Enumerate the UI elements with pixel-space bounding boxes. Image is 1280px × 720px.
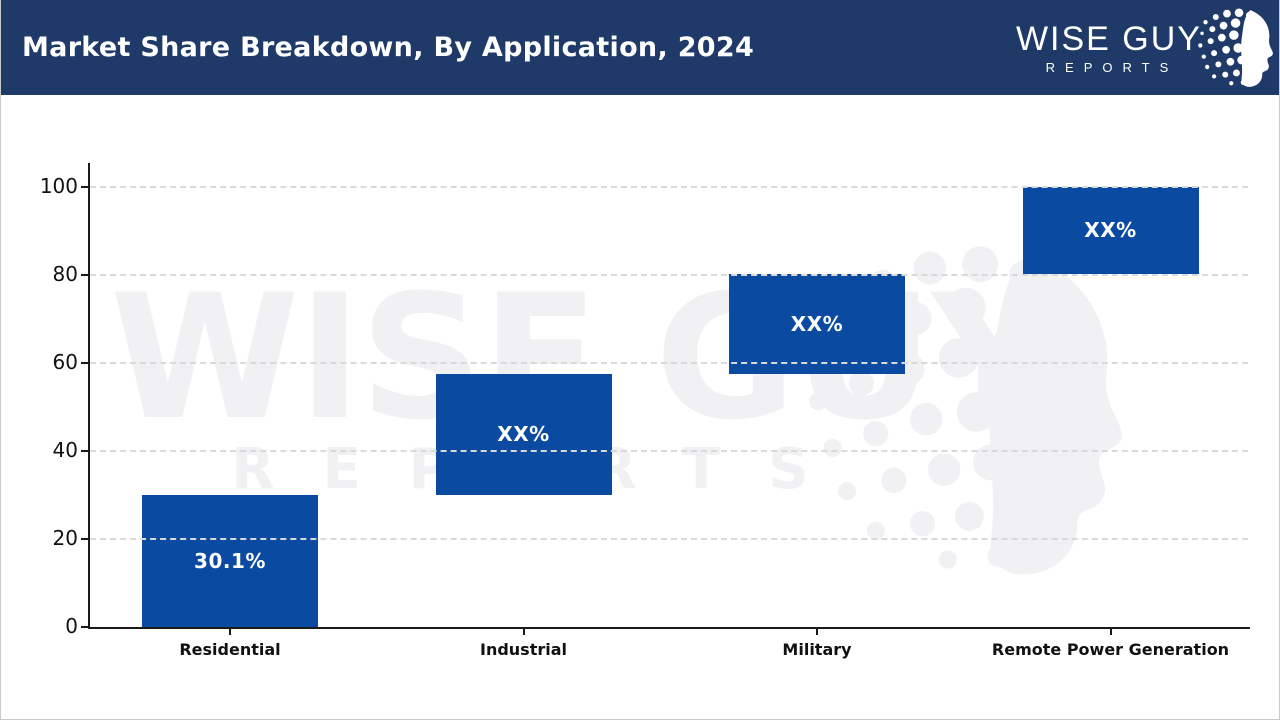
gridline xyxy=(90,186,1248,188)
y-tick-label: 80 xyxy=(52,262,78,286)
gridline xyxy=(90,274,1248,276)
brand-logo: WISE GUY REPORTS xyxy=(1016,5,1276,91)
brand-logo-text: WISE GUY REPORTS xyxy=(1016,22,1202,75)
y-tick-mark xyxy=(81,450,88,452)
y-tick-label: 60 xyxy=(52,350,78,374)
bar-value-label: XX% xyxy=(790,311,844,336)
gridline xyxy=(90,538,1248,540)
y-tick-mark xyxy=(81,626,88,628)
y-tick-label: 0 xyxy=(65,614,78,638)
x-axis-label-residential: Residential xyxy=(179,640,281,659)
y-axis-line xyxy=(88,163,90,629)
x-axis-label-military: Military xyxy=(782,640,852,659)
x-tick-mark xyxy=(1109,629,1112,635)
y-tick-mark xyxy=(81,538,88,540)
bar-value-label: 30.1% xyxy=(194,548,266,573)
x-axis-label-industrial: Industrial xyxy=(479,640,567,659)
x-tick-mark xyxy=(522,629,525,635)
logo-wordmark: WISE GUY xyxy=(1015,19,1202,58)
bar-residential: 30.1% xyxy=(142,494,318,627)
y-tick-label: 20 xyxy=(52,526,78,550)
y-tick-label: 40 xyxy=(52,438,78,462)
y-tick-mark xyxy=(81,274,88,276)
bar-value-label: XX% xyxy=(1084,218,1137,243)
x-axis-label-remote-power-generation: Remote Power Generation xyxy=(991,640,1230,659)
y-tick-label: 100 xyxy=(39,174,78,198)
gridline xyxy=(90,450,1248,452)
bar-military: XX% xyxy=(729,273,905,374)
bar-value-label: XX% xyxy=(497,422,550,447)
x-tick-mark xyxy=(816,629,818,635)
y-tick-mark xyxy=(81,362,88,364)
y-tick-mark xyxy=(81,186,88,188)
x-tick-mark xyxy=(229,629,231,635)
logo-face-icon xyxy=(1190,5,1276,91)
bar-industrial: XX% xyxy=(435,374,612,495)
gridline xyxy=(90,362,1248,364)
header: Market Share Breakdown, By Application, … xyxy=(0,0,1280,95)
bar-remote-power-generation: XX% xyxy=(1022,187,1199,274)
logo-subtext: REPORTS xyxy=(1045,59,1179,75)
x-axis-line xyxy=(88,627,1250,629)
page-title: Market Share Breakdown, By Application, … xyxy=(22,32,755,63)
